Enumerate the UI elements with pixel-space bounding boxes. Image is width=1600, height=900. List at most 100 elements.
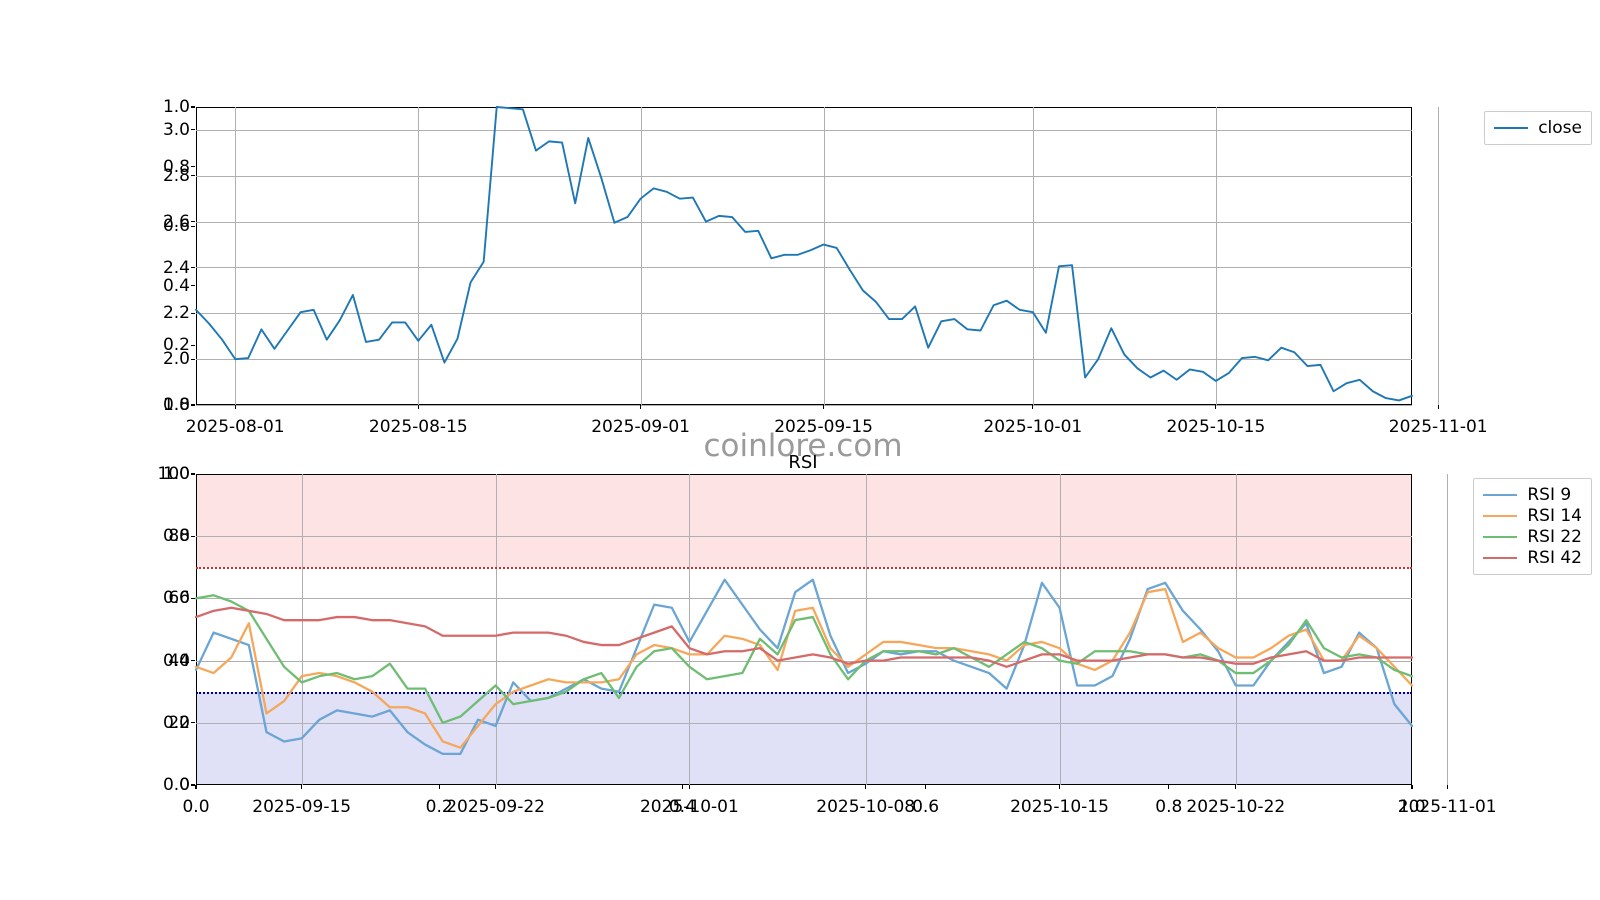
price-x-tickmark — [234, 405, 236, 409]
price-y-tick-overlay-label: 0.0 — [162, 395, 190, 415]
rsi-gridline-h — [196, 536, 1412, 538]
rsi-x-tickmark-overlay — [438, 785, 440, 789]
price-gridline-h — [196, 175, 1412, 177]
rsi-y-tick-overlay-label: 1.0 — [162, 464, 190, 484]
price-gridline-v — [823, 107, 825, 405]
rsi-x-tick-overlay-label: 0.8 — [1155, 797, 1183, 817]
legend-item-label: RSI 9 — [1527, 484, 1572, 505]
price-y-tick-overlay-label: 0.4 — [162, 275, 190, 296]
price-gridline-v — [418, 107, 420, 405]
price-gridline-v — [235, 107, 237, 405]
price-x-tick-label: 2025-10-01 — [983, 417, 1083, 437]
rsi-x-tick-label: 2025-10-15 — [1010, 797, 1109, 817]
rsi-x-tick-label: 2025-10-08 — [816, 797, 916, 817]
rsi-gridline-h — [196, 722, 1412, 724]
rsi-x-tickmark-overlay — [1411, 785, 1413, 789]
price-y-tickmark — [191, 129, 195, 131]
price-x-tick-label: 2025-11-01 — [1388, 417, 1488, 437]
rsi-oversold-threshold-line — [196, 691, 1412, 694]
rsi-gridline-v — [495, 474, 497, 785]
price-y-tick-label: 1.8 — [162, 395, 190, 415]
price-x-tickmark — [1032, 405, 1034, 409]
price-y-tickmark-overlay — [191, 166, 195, 168]
rsi-y-tick-overlay-label: 0.4 — [162, 650, 190, 671]
price-gridline-v — [1032, 107, 1034, 405]
price-y-tickmark-overlay — [191, 106, 195, 108]
price-plot-frame — [196, 107, 1412, 405]
rsi-x-tick-overlay-label: 0.0 — [182, 797, 210, 817]
price-gridline-h — [196, 129, 1412, 131]
rsi-x-tick-overlay-label: 0.2 — [425, 797, 453, 817]
rsi-line-series — [194, 578, 1414, 756]
price-gridline-v — [1215, 107, 1217, 405]
legend-item-label: RSI 42 — [1527, 547, 1582, 568]
rsi-x-tickmark — [865, 785, 867, 789]
price-y-tickmark-overlay — [191, 404, 195, 406]
price-gridline-v — [640, 107, 642, 405]
price-y-tickmark — [191, 358, 195, 360]
price-y-tick-label: 2.8 — [162, 165, 190, 186]
price-y-tickmark — [191, 221, 195, 223]
rsi-x-tick-overlay-label: 1.0 — [1398, 797, 1426, 817]
price-y-tick-label: 3.0 — [162, 119, 190, 140]
price-y-tick-overlay-label: 0.8 — [162, 156, 190, 177]
price-x-tickmark — [640, 405, 642, 409]
rsi-y-tick-label: 60 — [168, 588, 190, 609]
rsi-title: RSI — [788, 452, 818, 473]
rsi-chart-panel — [194, 474, 1449, 785]
rsi-y-tickmark-overlay — [191, 722, 195, 724]
rsi-x-tick-label: 2025-11-01 — [1397, 797, 1497, 817]
price-x-tick-label: 2025-10-15 — [1166, 417, 1266, 437]
price-gridline-v — [1438, 107, 1440, 405]
price-x-tick-label: 2025-08-01 — [185, 417, 285, 437]
legend-item: RSI 42 — [1483, 547, 1582, 568]
price-y-tick-overlay-label: 0.2 — [162, 335, 190, 356]
rsi-overbought-band — [196, 474, 1412, 568]
price-line-series — [195, 106, 1413, 402]
rsi-gridline-v — [1235, 474, 1237, 785]
price-y-tickmark — [191, 266, 195, 269]
rsi-x-tick-label: 2025-09-15 — [252, 797, 352, 817]
rsi-gridline-v — [1447, 474, 1449, 785]
price-x-tickmark — [417, 405, 419, 409]
price-y-tick-label: 2.0 — [162, 349, 190, 370]
price-x-tick-label: 2025-09-15 — [774, 417, 873, 437]
price-x-tick-label: 2025-08-15 — [368, 417, 468, 437]
legend-color-swatch — [1483, 493, 1518, 496]
legend-item-label: RSI 22 — [1527, 526, 1582, 547]
rsi-y-tick-overlay-label: 0.6 — [162, 588, 190, 609]
price-y-tick-label: 2.4 — [162, 257, 190, 278]
rsi-x-tick-overlay-label: 0.4 — [668, 797, 696, 817]
rsi-y-tickmark-overlay — [191, 784, 195, 786]
legend-item-label: RSI 14 — [1527, 505, 1582, 526]
price-y-tick-overlay-label: 0.6 — [162, 216, 190, 237]
legend-item: RSI 14 — [1483, 505, 1582, 526]
price-gridline-h — [196, 405, 1412, 406]
rsi-y-tickmark-overlay — [191, 535, 195, 537]
rsi-y-tick-label: 0 — [179, 775, 190, 795]
price-gridline-h — [196, 359, 1412, 361]
rsi-y-tick-overlay-label: 0.8 — [162, 526, 190, 547]
rsi-x-tickmark-overlay — [195, 785, 197, 789]
price-gridline-h — [196, 313, 1412, 315]
rsi-x-tickmark — [1235, 785, 1237, 789]
legend-color-swatch — [1494, 126, 1529, 129]
rsi-x-tickmark — [1058, 785, 1061, 789]
rsi-y-tick-label: 20 — [168, 712, 190, 733]
legend-color-swatch — [1483, 514, 1518, 517]
rsi-x-tickmark — [301, 785, 303, 789]
rsi-plot-frame — [196, 474, 1412, 785]
price-x-tick-label: 2025-09-01 — [591, 417, 690, 437]
price-y-tickmark — [191, 175, 195, 177]
price-x-tickmark — [1437, 405, 1439, 409]
legend-color-swatch — [1483, 535, 1518, 538]
rsi-y-tickmark-overlay — [191, 473, 195, 475]
rsi-x-tick-overlay-label: 0.6 — [912, 797, 940, 817]
watermark: coinlore.com — [703, 428, 903, 464]
price-legend: close — [1484, 111, 1592, 145]
rsi-y-tick-label: 40 — [168, 650, 190, 671]
rsi-gridline-v — [1059, 474, 1061, 785]
rsi-x-tickmark — [688, 785, 690, 789]
price-x-tickmark — [823, 405, 825, 409]
